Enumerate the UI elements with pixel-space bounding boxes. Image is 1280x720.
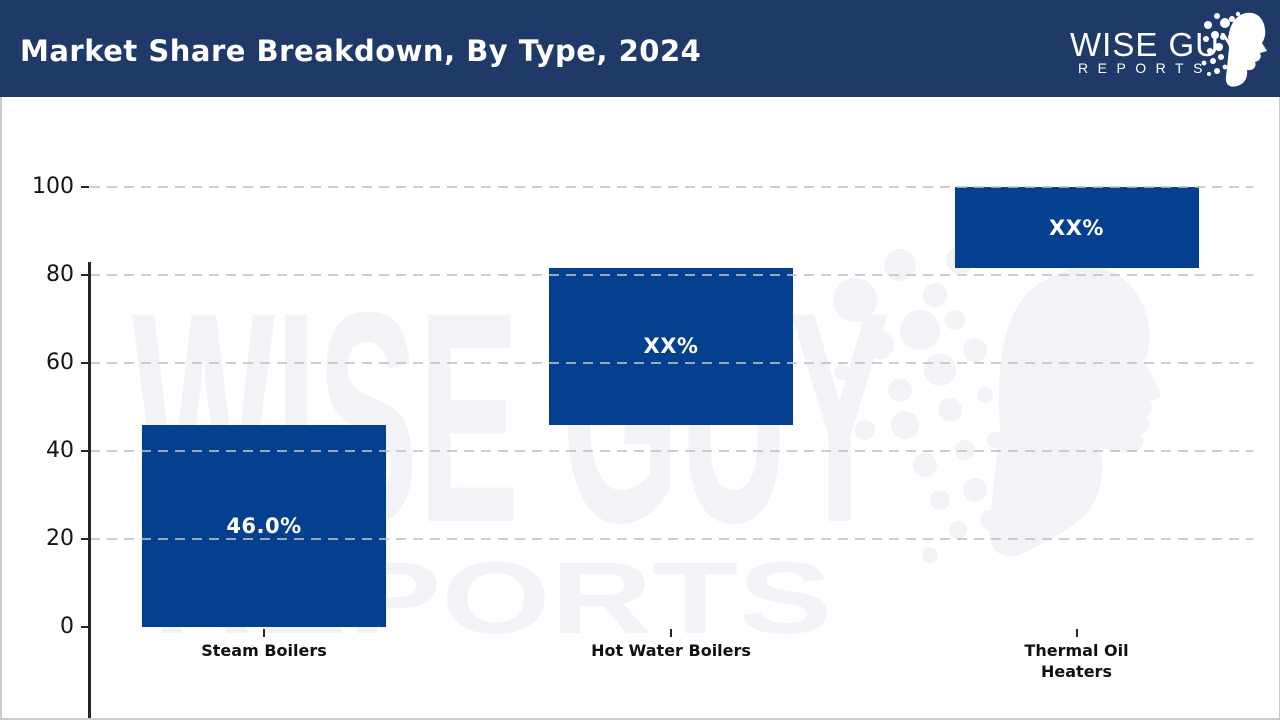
y-tick-label: 0 bbox=[60, 614, 74, 639]
y-tick-mark bbox=[81, 538, 89, 540]
x-tick-mark bbox=[670, 629, 672, 637]
y-tick-mark bbox=[81, 626, 89, 628]
y-tick-label: 60 bbox=[46, 350, 74, 375]
x-tick-label: Hot Water Boilers bbox=[591, 641, 751, 660]
logo-head-icon bbox=[1201, 11, 1267, 87]
bar-hot-water-boilers: XX% bbox=[549, 268, 793, 425]
bar-value-label: 46.0% bbox=[226, 513, 302, 538]
y-tick-mark bbox=[81, 274, 89, 276]
y-tick-mark bbox=[81, 450, 89, 452]
gridline bbox=[90, 274, 1253, 276]
chart-area: WISE GUY REPORTS 0 20 40 6 bbox=[0, 97, 1280, 720]
page-title: Market Share Breakdown, By Type, 2024 bbox=[20, 34, 702, 68]
y-axis-line bbox=[88, 262, 91, 720]
y-tick-mark bbox=[81, 362, 89, 364]
wiseguy-logo: WISE GUY REPORTS bbox=[1026, 4, 1267, 94]
x-tick-mark bbox=[263, 629, 265, 637]
left-border bbox=[0, 97, 2, 720]
x-tick-mark bbox=[1075, 629, 1078, 637]
y-tick-label: 80 bbox=[46, 262, 74, 287]
watermark-head-icon bbox=[833, 220, 1161, 563]
gridline bbox=[90, 450, 1253, 452]
gridline bbox=[90, 186, 1253, 188]
y-tick-label: 40 bbox=[46, 438, 74, 463]
bar-value-label: XX% bbox=[1049, 215, 1104, 240]
bar-thermal-oil-heaters: XX% bbox=[954, 187, 1199, 269]
y-tick-mark bbox=[81, 186, 89, 188]
bar-steam-boilers: 46.0% bbox=[142, 424, 386, 627]
y-tick-label: 20 bbox=[46, 526, 74, 551]
gridline bbox=[90, 362, 1253, 364]
x-tick-label: Thermal Oil Heaters bbox=[1024, 641, 1129, 681]
x-tick-label: Steam Boilers bbox=[201, 641, 327, 660]
y-tick-label: 100 bbox=[32, 174, 74, 199]
gridline bbox=[90, 538, 1253, 540]
bottom-border bbox=[0, 717, 1280, 720]
right-border bbox=[1278, 97, 1280, 720]
bar-value-label: XX% bbox=[643, 334, 699, 359]
header-bar: Market Share Breakdown, By Type, 2024 WI… bbox=[0, 0, 1280, 97]
logo-subtitle: REPORTS bbox=[1078, 60, 1212, 76]
